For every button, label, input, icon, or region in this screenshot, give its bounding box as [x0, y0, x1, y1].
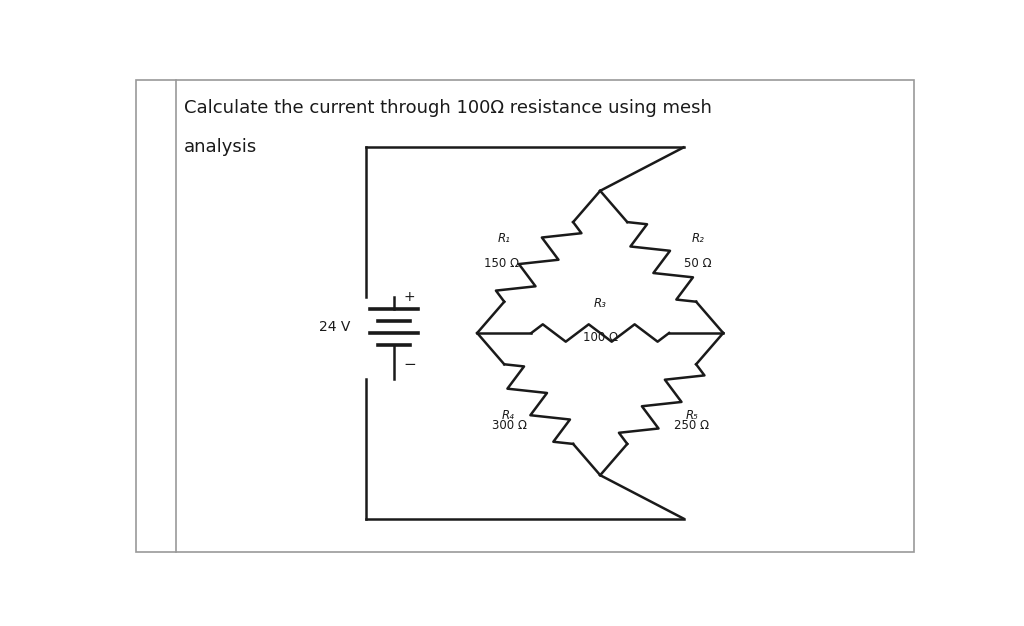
Text: Calculate the current through 100Ω resistance using mesh: Calculate the current through 100Ω resis… — [183, 100, 712, 117]
Text: R₃: R₃ — [594, 297, 606, 310]
Text: R₄: R₄ — [502, 409, 515, 422]
Text: 300 Ω: 300 Ω — [492, 419, 526, 431]
Text: R₅: R₅ — [685, 409, 698, 422]
Text: R₂: R₂ — [692, 232, 705, 245]
Text: R₁: R₁ — [498, 232, 511, 245]
Text: 250 Ω: 250 Ω — [674, 419, 709, 431]
Text: analysis: analysis — [183, 138, 257, 156]
Text: +: + — [403, 290, 415, 304]
Text: 24 V: 24 V — [318, 320, 350, 334]
Text: −: − — [403, 357, 416, 372]
Text: 150 Ω: 150 Ω — [483, 257, 519, 270]
Text: 100 Ω: 100 Ω — [583, 331, 617, 344]
Text: 50 Ω: 50 Ω — [684, 257, 712, 270]
